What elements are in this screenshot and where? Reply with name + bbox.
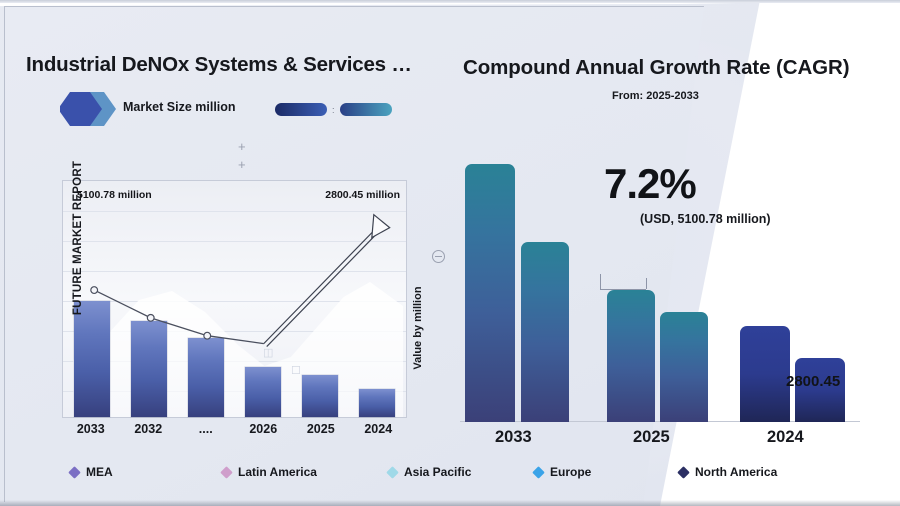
- right-bar-chart: [455, 150, 875, 422]
- bar-2033-back: [521, 242, 569, 422]
- bar-value-label: 2800.45: [786, 373, 841, 390]
- page-title: Industrial DeNOx Systems & Services …: [26, 53, 412, 76]
- legend-marker-icon: [532, 465, 545, 479]
- x-label: 2032: [134, 422, 163, 436]
- bar-2024-back: [795, 358, 845, 422]
- bar-group: [63, 217, 406, 417]
- legend-marker-icon: [677, 465, 690, 479]
- x-label: ....: [198, 422, 213, 436]
- x-label: 2025: [633, 428, 670, 446]
- plus-icon: + +: [238, 139, 246, 172]
- x-label: 2025: [306, 422, 335, 436]
- y-axis-label-right: Value by million: [412, 286, 424, 370]
- trend-line: [90, 213, 391, 348]
- bar-2033-front: [465, 164, 515, 422]
- legend-item-latin-america[interactable]: Latin America: [220, 465, 388, 479]
- hexagon-logo-icon: [60, 92, 116, 126]
- legend-item-north-america[interactable]: North America: [677, 465, 778, 479]
- y-axis-label-left: FUTURE MARKET REPORT: [72, 160, 84, 316]
- legend-item-mea[interactable]: MEA: [68, 465, 222, 479]
- bar-2024-front: [740, 326, 790, 422]
- bar-cell: [292, 375, 349, 417]
- legend-label: Asia Pacific: [404, 465, 472, 479]
- legend-marker-icon: [386, 465, 399, 479]
- x-label: 2024: [364, 422, 393, 436]
- legend-label: Europe: [550, 465, 592, 479]
- bar-cell: [63, 301, 120, 417]
- legend-pills: :: [275, 103, 392, 116]
- pill-secondary: [339, 103, 392, 116]
- chart-legend: MEA Latin America Asia Pacific Europe No…: [68, 465, 810, 479]
- pill-primary: [275, 103, 327, 116]
- legend-marker-icon: [68, 465, 81, 479]
- cagr-title: Compound Annual Growth Rate (CAGR): [463, 56, 850, 79]
- legend-item-europe[interactable]: Europe: [532, 465, 679, 479]
- left-bar-chart: 5100.78 million 2800.45 million ◫ ☐: [62, 180, 407, 418]
- bar-cell: [349, 389, 406, 417]
- legend-marker-icon: [220, 465, 233, 479]
- bottom-edge: [0, 500, 900, 506]
- pill-separator: :: [332, 104, 335, 115]
- x-label: 2033: [76, 422, 105, 436]
- left-chart-x-axis: 2033 2032 .... 2026 2025 2024: [62, 422, 407, 436]
- bar-2025-back: [660, 312, 708, 422]
- circle-minus-icon: [432, 250, 445, 263]
- legend-label: Latin America: [238, 465, 317, 479]
- legend-label: North America: [695, 465, 778, 479]
- bar-cell: [235, 367, 292, 417]
- value-label-end: 2800.45 million: [325, 189, 400, 201]
- x-label: 2024: [767, 428, 804, 446]
- legend-label: MEA: [86, 465, 113, 479]
- cagr-subtitle: From: 2025-2033: [612, 90, 699, 102]
- bar-cell: [177, 338, 234, 417]
- axis-tick-marker: [600, 274, 647, 290]
- value-label-start: 5100.78 million: [77, 189, 152, 201]
- x-label: 2033: [495, 428, 532, 446]
- cagr-value: 7.2%: [604, 160, 697, 207]
- brand-label: Market Size million: [123, 100, 236, 114]
- top-edge: [0, 0, 900, 3]
- legend-item-asia-pacific[interactable]: Asia Pacific: [386, 465, 534, 479]
- bar-2025-front: [607, 290, 655, 422]
- x-label: 2026: [249, 422, 278, 436]
- cagr-note: (USD, 5100.78 million): [640, 212, 771, 226]
- ghost-note-icon: ◫: [263, 347, 274, 359]
- bar-cell: [120, 321, 177, 417]
- ghost-tag-icon: ☐: [291, 365, 301, 377]
